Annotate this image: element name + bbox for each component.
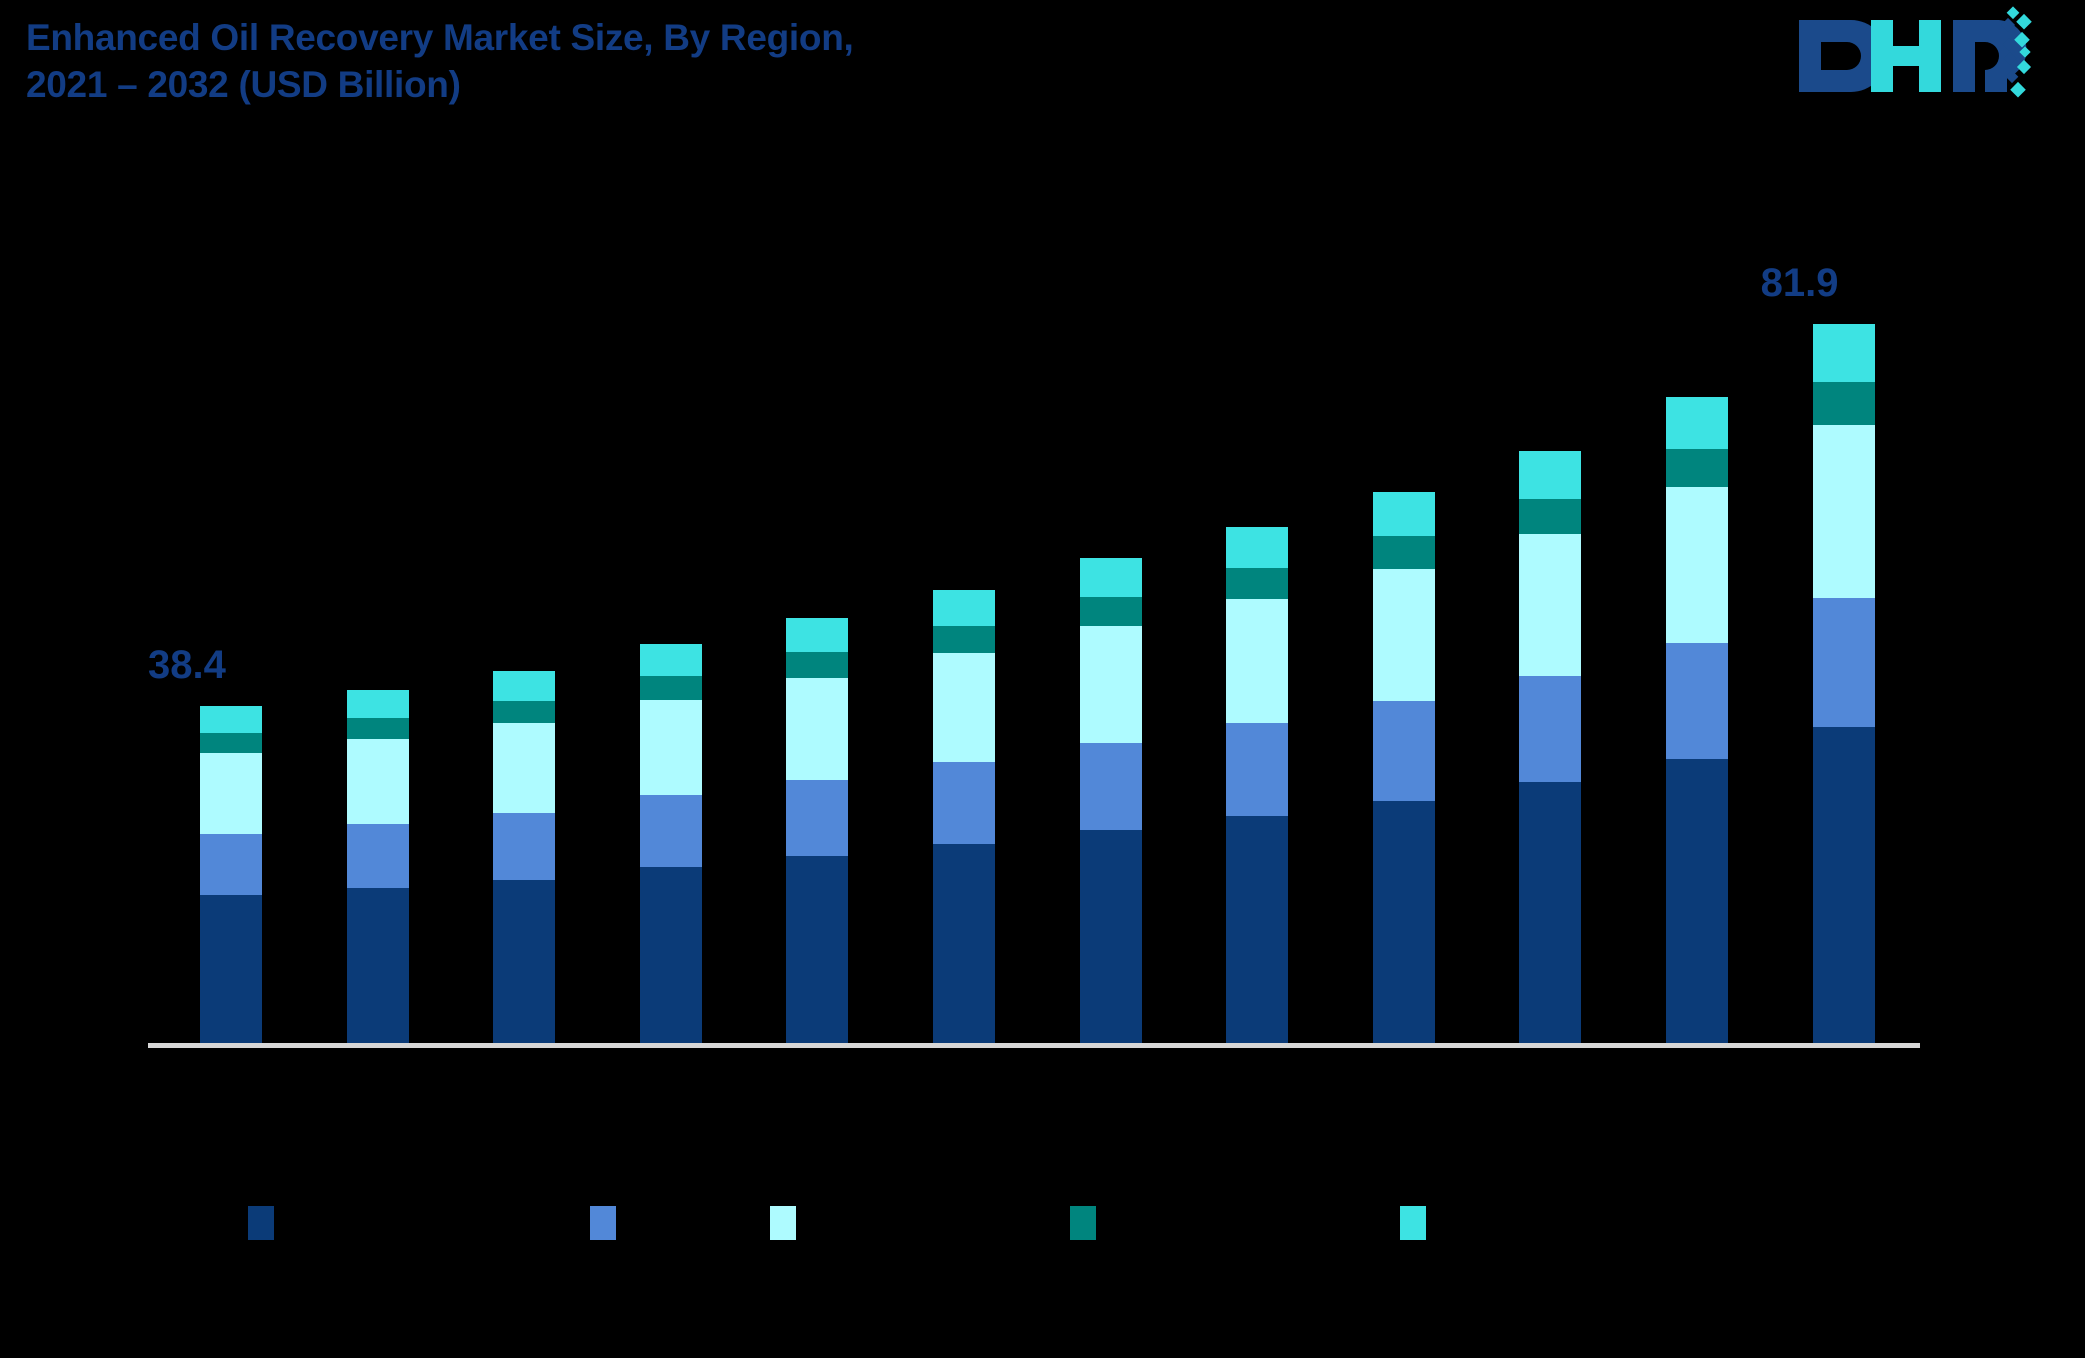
bar-segment-mea-2030[interactable] [1519, 451, 1582, 499]
bar-segment-mea-2026[interactable] [933, 589, 995, 626]
bar-segment-europe-2025[interactable] [786, 779, 849, 856]
bar-segment-north-america-2023[interactable] [493, 879, 556, 1043]
bar-segment-latin-america-2030[interactable] [1519, 498, 1582, 534]
bar-2030[interactable] [1519, 451, 1582, 1043]
bar-segment-north-america-2022[interactable] [346, 887, 409, 1043]
legend-swatch-icon [1400, 1206, 1426, 1240]
bar-2027[interactable] [1079, 558, 1142, 1043]
bar-2028[interactable] [1226, 526, 1289, 1043]
bar-segment-latin-america-2028[interactable] [1226, 568, 1289, 599]
bar-segment-latin-america-2026[interactable] [933, 625, 995, 654]
page-title: Enhanced Oil Recovery Market Size, By Re… [26, 17, 854, 106]
bar-segment-asia-pacific-2025[interactable] [786, 677, 849, 780]
bar-segment-asia-pacific-2031[interactable] [1666, 487, 1728, 643]
bar-segment-latin-america-2029[interactable] [1372, 535, 1435, 569]
bar-segment-europe-2030[interactable] [1519, 676, 1582, 783]
bar-segment-asia-pacific-2023[interactable] [493, 723, 556, 813]
legend-swatch-icon [1070, 1206, 1096, 1240]
bar-2024[interactable] [639, 644, 702, 1043]
bar-segment-mea-2021[interactable] [200, 705, 262, 734]
bar-segment-europe-2024[interactable] [639, 795, 702, 868]
bar-segment-europe-2021[interactable] [200, 834, 262, 895]
bar-segment-latin-america-2023[interactable] [493, 701, 556, 724]
bar-segment-latin-america-2027[interactable] [1079, 596, 1142, 626]
bar-segment-mea-2024[interactable] [639, 644, 702, 676]
bar-segment-north-america-2032[interactable] [1812, 726, 1875, 1043]
bar-segment-europe-2028[interactable] [1226, 722, 1289, 816]
value-label-2021: 38.4 [148, 642, 226, 687]
bar-segment-asia-pacific-2022[interactable] [346, 739, 409, 825]
bar-segment-europe-2032[interactable] [1812, 597, 1875, 727]
bar-segment-europe-2027[interactable] [1079, 742, 1142, 830]
bar-segment-latin-america-2025[interactable] [786, 652, 849, 678]
value-label-2032: 81.9 [1760, 260, 1839, 305]
bar-2023[interactable] [493, 670, 556, 1043]
bar-segment-asia-pacific-2028[interactable] [1226, 598, 1289, 723]
bar-segment-mea-2027[interactable] [1079, 558, 1142, 597]
bar-segment-asia-pacific-2021[interactable] [200, 753, 262, 835]
bar-segment-europe-2031[interactable] [1666, 642, 1728, 759]
bar-segment-north-america-2021[interactable] [200, 894, 262, 1043]
bar-segment-europe-2026[interactable] [933, 762, 995, 844]
bar-segment-north-america-2031[interactable] [1666, 758, 1728, 1043]
legend-swatch-icon [770, 1206, 796, 1240]
bar-segment-north-america-2026[interactable] [933, 843, 995, 1043]
bar-segment-europe-2029[interactable] [1372, 701, 1435, 801]
legend-item-label: MEA [1440, 1207, 1497, 1238]
legend-item-label: North America [288, 1207, 453, 1238]
bar-segment-north-america-2025[interactable] [786, 855, 849, 1043]
bar-segment-asia-pacific-2024[interactable] [639, 699, 702, 796]
bar-segment-mea-2025[interactable] [786, 618, 849, 653]
legend-item-label: Asia Pacific [810, 1207, 945, 1238]
bar-2022[interactable] [346, 690, 409, 1043]
bar-segment-north-america-2030[interactable] [1519, 782, 1582, 1043]
bar-segment-europe-2022[interactable] [346, 824, 409, 888]
bar-segment-asia-pacific-2032[interactable] [1812, 424, 1875, 598]
legend-item-label: Latin America [1110, 1207, 1268, 1238]
bar-segment-latin-america-2032[interactable] [1812, 381, 1875, 425]
bar-segment-asia-pacific-2027[interactable] [1079, 625, 1142, 743]
bar-segment-north-america-2029[interactable] [1372, 800, 1435, 1043]
legend-swatch-icon [590, 1206, 616, 1240]
bar-segment-mea-2031[interactable] [1666, 396, 1728, 449]
bar-2021[interactable] [200, 705, 262, 1043]
bar-segment-north-america-2028[interactable] [1226, 815, 1289, 1043]
bar-segment-latin-america-2031[interactable] [1666, 448, 1728, 488]
legend-item-north-america[interactable]: North America [248, 1206, 453, 1240]
bar-segment-asia-pacific-2029[interactable] [1372, 568, 1435, 702]
bar-segment-europe-2023[interactable] [493, 812, 556, 880]
bar-segment-mea-2028[interactable] [1226, 526, 1289, 569]
bar-2025[interactable] [786, 618, 849, 1043]
dhr-logo-icon [1799, 6, 2032, 98]
bar-2032[interactable] [1812, 323, 1875, 1043]
bar-2029[interactable] [1372, 491, 1435, 1043]
bar-segment-asia-pacific-2026[interactable] [933, 653, 995, 763]
bar-segment-latin-america-2024[interactable] [639, 675, 702, 700]
bar-segment-mea-2032[interactable] [1812, 323, 1875, 382]
legend-item-asia-pacific[interactable]: Asia Pacific [770, 1206, 944, 1240]
legend-item-europe[interactable]: Europe [590, 1206, 714, 1240]
dhr-logo [1793, 6, 2033, 106]
chart-legend: North America Europe Asia Pacific Latin Ame… [0, 1206, 2085, 1246]
bar-segment-north-america-2027[interactable] [1079, 829, 1142, 1043]
bar-segment-latin-america-2022[interactable] [346, 718, 409, 740]
bar-2026[interactable] [933, 589, 995, 1043]
legend-swatch-icon [248, 1206, 274, 1240]
bar-segment-latin-america-2021[interactable] [200, 733, 262, 754]
bar-2031[interactable] [1666, 396, 1728, 1043]
legend-item-latin-america[interactable]: Latin America [1070, 1206, 1268, 1240]
bar-segment-asia-pacific-2030[interactable] [1519, 533, 1582, 676]
bar-segment-mea-2022[interactable] [346, 690, 409, 719]
bar-segment-north-america-2024[interactable] [639, 867, 702, 1043]
x-axis-baseline [148, 1043, 1920, 1048]
bar-segment-mea-2029[interactable] [1372, 491, 1435, 536]
legend-item-mea[interactable]: MEA [1400, 1206, 1496, 1240]
legend-item-label: Europe [630, 1207, 714, 1238]
bar-segment-mea-2023[interactable] [493, 670, 556, 702]
